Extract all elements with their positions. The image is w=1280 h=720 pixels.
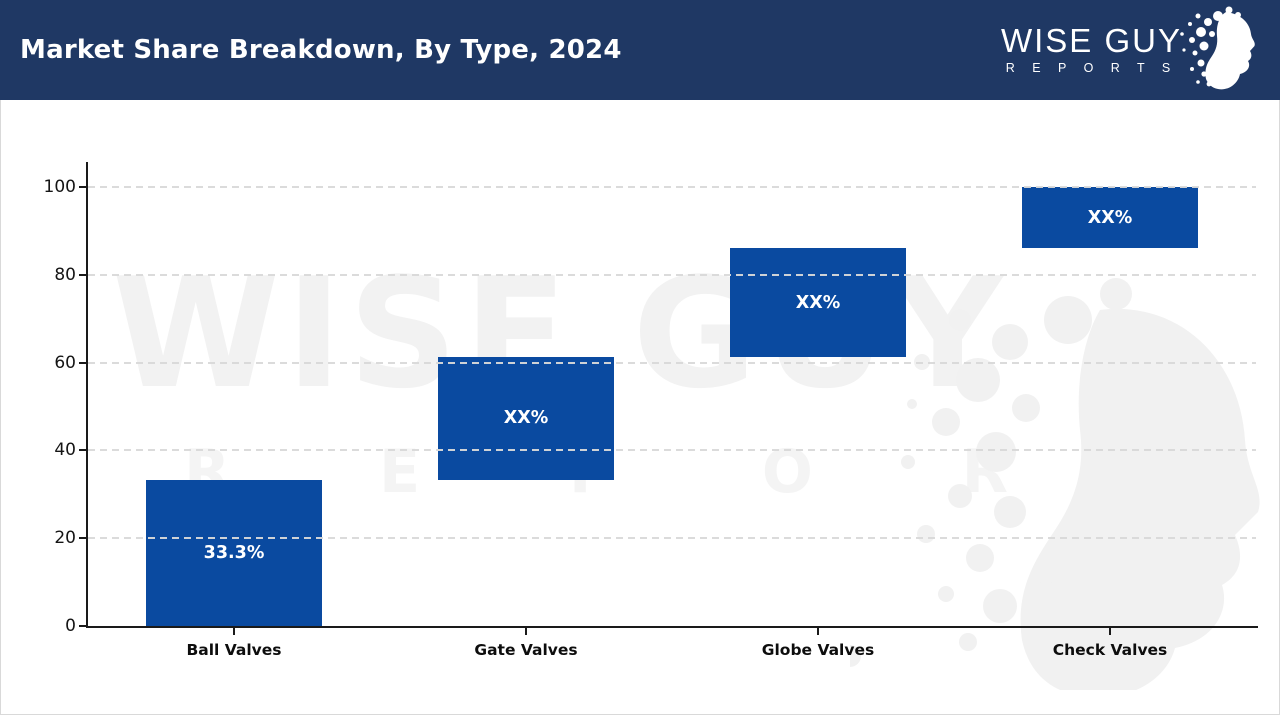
gridline-60 bbox=[88, 361, 1256, 364]
y-tick-label: 0 bbox=[65, 616, 76, 636]
y-tick-mark bbox=[79, 186, 86, 188]
y-tick-mark bbox=[79, 361, 86, 364]
x-tick-label: Gate Valves bbox=[474, 641, 578, 659]
x-tick-label: Ball Valves bbox=[186, 641, 282, 659]
bar-globe-valves: XX% bbox=[730, 248, 906, 357]
wiseguy-logo-text: WISE GUY R E P O R T S bbox=[1001, 24, 1182, 76]
y-tick-mark bbox=[79, 537, 86, 540]
bar-value-label: XX% bbox=[1087, 207, 1133, 228]
y-tick-label: 100 bbox=[43, 177, 76, 197]
bar-value-label: XX% bbox=[795, 292, 841, 313]
y-tick-label: 80 bbox=[54, 264, 76, 285]
gridline-20 bbox=[88, 537, 1256, 540]
y-tick-label: 20 bbox=[54, 528, 76, 549]
x-tick-label: Globe Valves bbox=[761, 641, 875, 659]
x-tick-mark bbox=[1109, 628, 1111, 635]
y-tick-label: 60 bbox=[54, 352, 76, 373]
watermark-dotted-head bbox=[850, 278, 1260, 690]
x-tick-mark bbox=[233, 628, 235, 635]
x-tick-mark bbox=[817, 628, 819, 635]
x-tick-mark bbox=[525, 628, 527, 635]
x-tick-label: Check Valves bbox=[1052, 641, 1168, 659]
x-axis-line bbox=[86, 626, 1258, 628]
gridline-80 bbox=[88, 273, 1256, 276]
bar-value-label: XX% bbox=[503, 408, 549, 429]
gridline-40 bbox=[88, 449, 1256, 452]
y-tick-mark bbox=[79, 273, 86, 276]
bar-check-valves: XX% bbox=[1022, 187, 1198, 249]
bar-ball-valves: 33.3% bbox=[146, 479, 322, 626]
page-title: Market Share Breakdown, By Type, 2024 bbox=[20, 35, 622, 65]
y-tick-mark bbox=[79, 449, 86, 452]
y-axis-line bbox=[86, 162, 88, 628]
logo-subtitle: R E P O R T S bbox=[1005, 61, 1178, 75]
header-banner: Market Share Breakdown, By Type, 2024 WI… bbox=[0, 0, 1280, 100]
bar-value-label: 33.3% bbox=[203, 542, 265, 563]
y-tick-label: 40 bbox=[54, 440, 76, 461]
logo-wordmark: WISE GUY bbox=[1000, 22, 1182, 59]
gridline-100 bbox=[88, 186, 1256, 188]
wiseguy-logo: WISE GUY R E P O R T S bbox=[1001, 6, 1260, 94]
y-tick-mark bbox=[79, 625, 86, 627]
dotted-head-profile-icon bbox=[1180, 6, 1255, 90]
bar-gate-valves: XX% bbox=[438, 356, 614, 480]
